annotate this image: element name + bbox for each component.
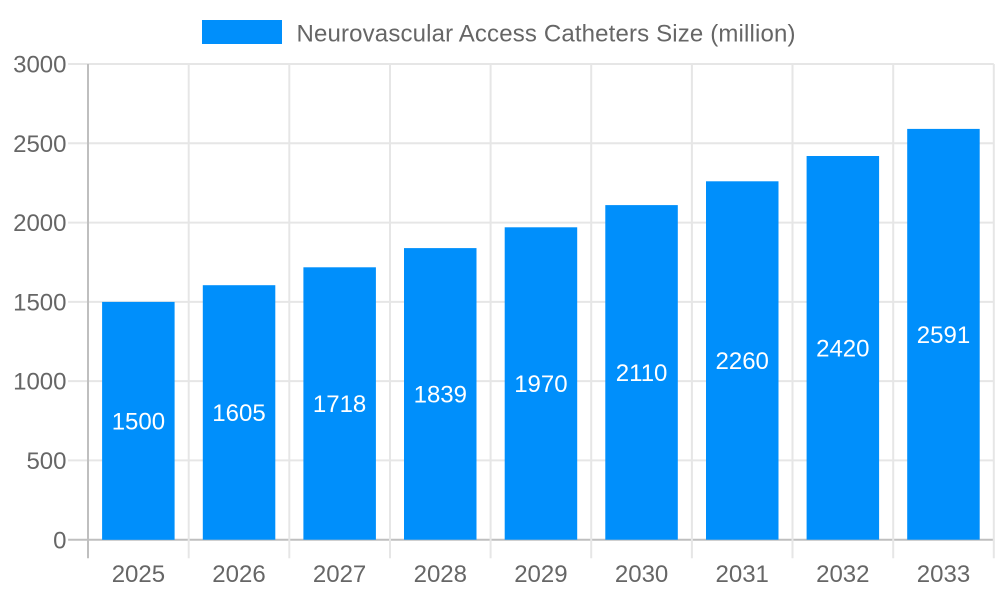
svg-text:1000: 1000 (13, 369, 66, 396)
svg-text:500: 500 (26, 448, 66, 475)
svg-text:2033: 2033 (917, 561, 970, 588)
svg-text:2030: 2030 (615, 561, 668, 588)
svg-text:2000: 2000 (13, 210, 66, 237)
svg-text:2026: 2026 (212, 561, 265, 588)
svg-text:2031: 2031 (716, 561, 769, 588)
svg-text:3000: 3000 (13, 52, 66, 79)
svg-text:1500: 1500 (13, 290, 66, 317)
svg-text:2500: 2500 (13, 131, 66, 158)
svg-text:1839: 1839 (414, 382, 467, 409)
svg-text:1970: 1970 (514, 371, 567, 398)
svg-text:2260: 2260 (716, 348, 769, 375)
svg-text:2032: 2032 (816, 561, 869, 588)
svg-text:Neurovascular Access Catheters: Neurovascular Access Catheters Size (mil… (297, 20, 796, 47)
svg-text:2029: 2029 (514, 561, 567, 588)
svg-text:2025: 2025 (112, 561, 165, 588)
svg-text:1718: 1718 (313, 391, 366, 418)
svg-text:2027: 2027 (313, 561, 366, 588)
svg-text:2028: 2028 (414, 561, 467, 588)
svg-text:2420: 2420 (816, 335, 869, 362)
svg-text:1500: 1500 (112, 408, 165, 435)
svg-text:0: 0 (53, 527, 66, 554)
svg-text:2591: 2591 (917, 322, 970, 349)
svg-text:2110: 2110 (616, 360, 668, 387)
svg-text:1605: 1605 (212, 400, 265, 427)
